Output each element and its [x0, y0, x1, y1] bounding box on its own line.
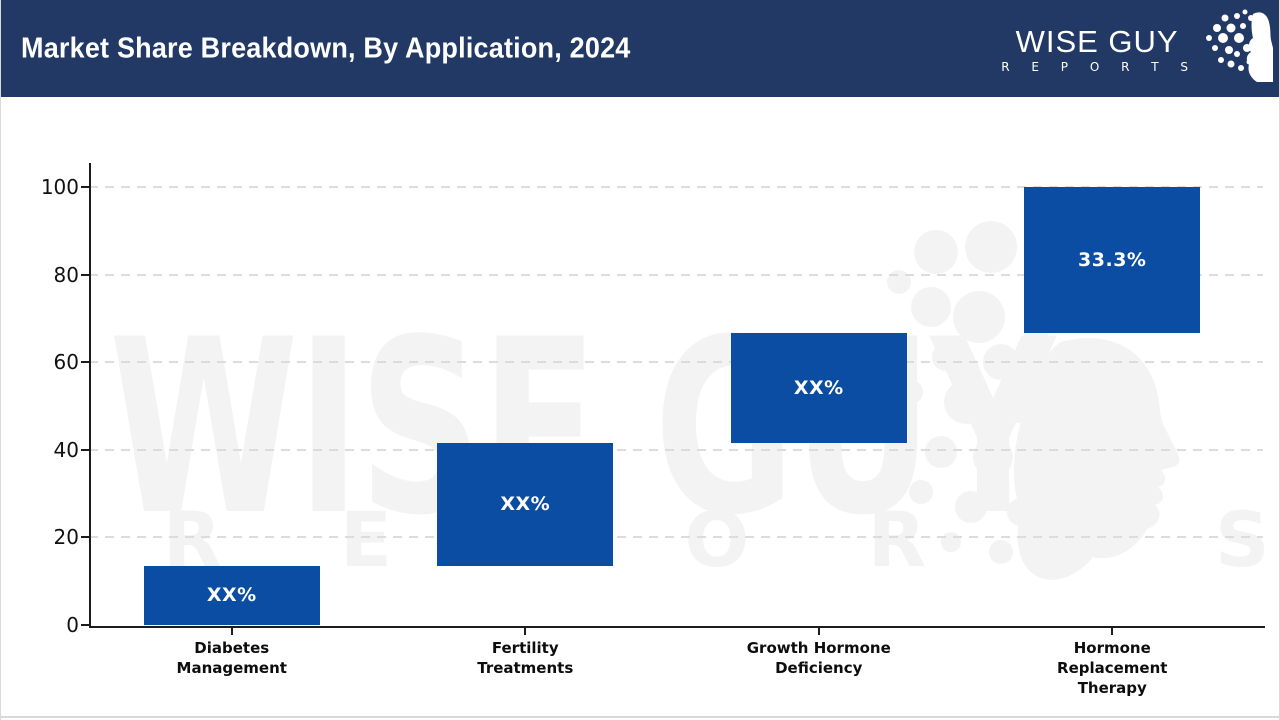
gridline-40 [89, 448, 1263, 451]
wiseguy-logo: WISE GUY R E P O R T S [997, 4, 1273, 94]
gridline-80 [89, 273, 1263, 276]
y-tick-60 [81, 361, 89, 364]
y-tick-label-40: 40 [53, 437, 79, 462]
y-tick-20 [81, 536, 89, 539]
bar-2: XX% [730, 332, 907, 443]
plot-area: WISE GUY R E P O R T S 0 20 40 60 80 100 XX% Di… [1, 97, 1279, 718]
y-tick-label-60: 60 [53, 350, 79, 375]
bar-value-label-0: XX% [206, 584, 257, 607]
y-tick-40 [81, 448, 89, 451]
x-tick-3 [1111, 628, 1114, 635]
y-tick-100 [81, 186, 89, 188]
logo-text: WISE GUY R E P O R T S [997, 23, 1197, 74]
bar-1: XX% [437, 442, 614, 566]
x-tick-2 [817, 628, 820, 635]
y-tick-80 [81, 273, 89, 276]
y-tick-label-100: 100 [40, 175, 79, 199]
logo-subtitle: R E P O R T S [1001, 59, 1197, 74]
bar-0: XX% [143, 565, 320, 625]
y-tick-0 [81, 624, 89, 626]
x-tick-1 [524, 628, 527, 635]
y-tick-label-0: 0 [66, 613, 79, 637]
chart-title: Market Share Breakdown, By Application, … [21, 32, 631, 64]
bar-3: 33.3% [1024, 187, 1201, 333]
gridline-60 [89, 361, 1263, 364]
y-tick-label-80: 80 [53, 262, 79, 287]
x-tick-0 [230, 628, 233, 635]
bar-value-label-2: XX% [793, 376, 844, 399]
bottom-border [1, 716, 1279, 718]
gridline-100 [89, 186, 1263, 188]
logo-wordmark: WISE GUY [1015, 23, 1179, 59]
y-tick-label-20: 20 [53, 525, 79, 550]
gridline-20 [89, 536, 1263, 539]
category-label-3: Hormone Replacement Therapy [1057, 639, 1168, 697]
bar-value-label-1: XX% [500, 493, 551, 516]
x-axis-spine [89, 626, 1265, 628]
category-label-0: Diabetes Management [176, 639, 287, 677]
header: Market Share Breakdown, By Application, … [1, 0, 1279, 97]
bar-value-label-3: 33.3% [1078, 248, 1147, 271]
category-label-1: Fertility Treatments [477, 639, 574, 677]
category-label-2: Growth Hormone Deficiency [746, 639, 891, 677]
y-axis-spine [89, 163, 91, 627]
wiseguy-face-icon [1206, 9, 1273, 83]
